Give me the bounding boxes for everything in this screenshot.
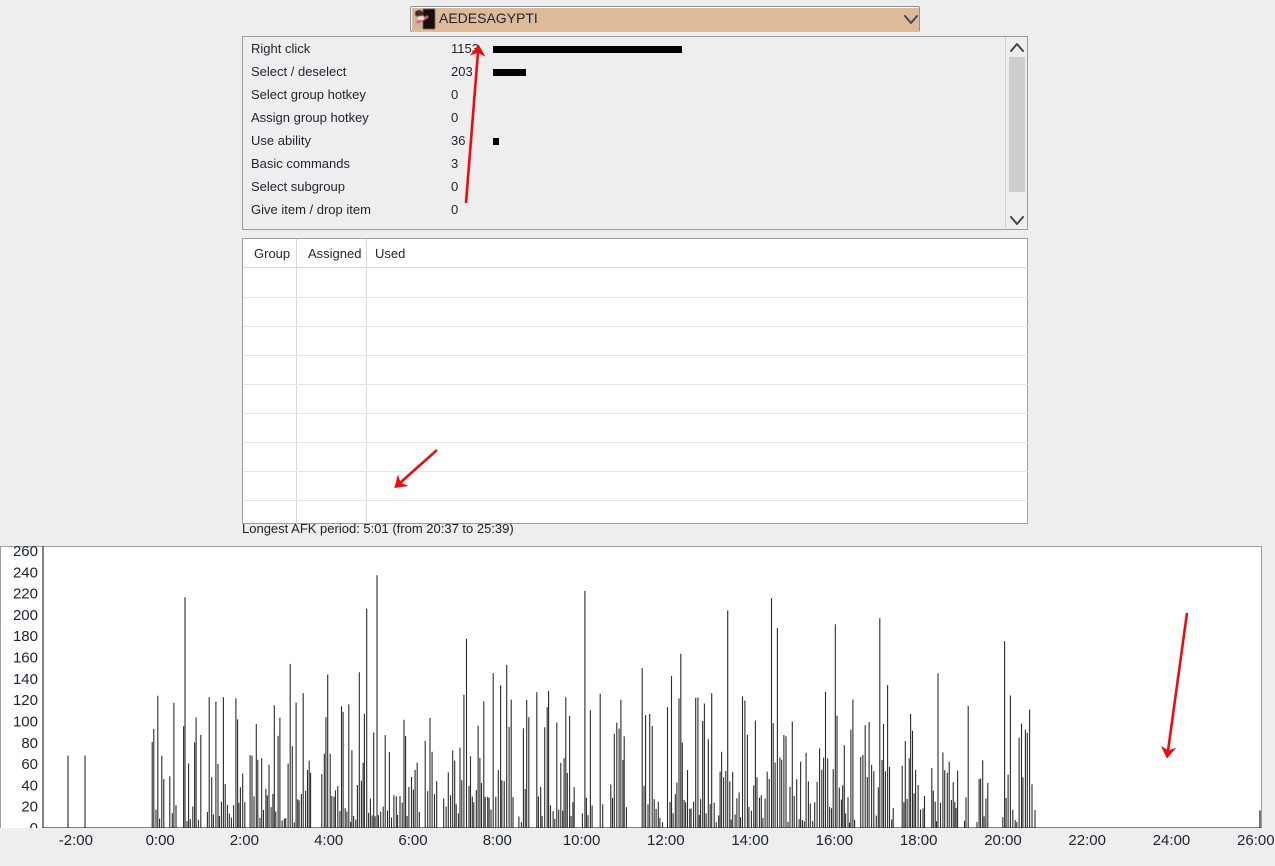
svg-text:240: 240 [13,564,38,581]
svg-text:40: 40 [21,777,38,794]
svg-text:140: 140 [13,671,38,688]
svg-text:160: 160 [13,650,38,667]
svg-text:220: 220 [13,586,38,603]
svg-text:120: 120 [13,692,38,709]
svg-text:60: 60 [21,756,38,773]
svg-text:180: 180 [13,628,38,645]
svg-text:0: 0 [30,820,38,828]
svg-text:200: 200 [13,607,38,624]
svg-text:80: 80 [21,735,38,752]
svg-text:20: 20 [21,799,38,816]
svg-text:260: 260 [13,546,38,560]
svg-text:100: 100 [13,714,38,731]
